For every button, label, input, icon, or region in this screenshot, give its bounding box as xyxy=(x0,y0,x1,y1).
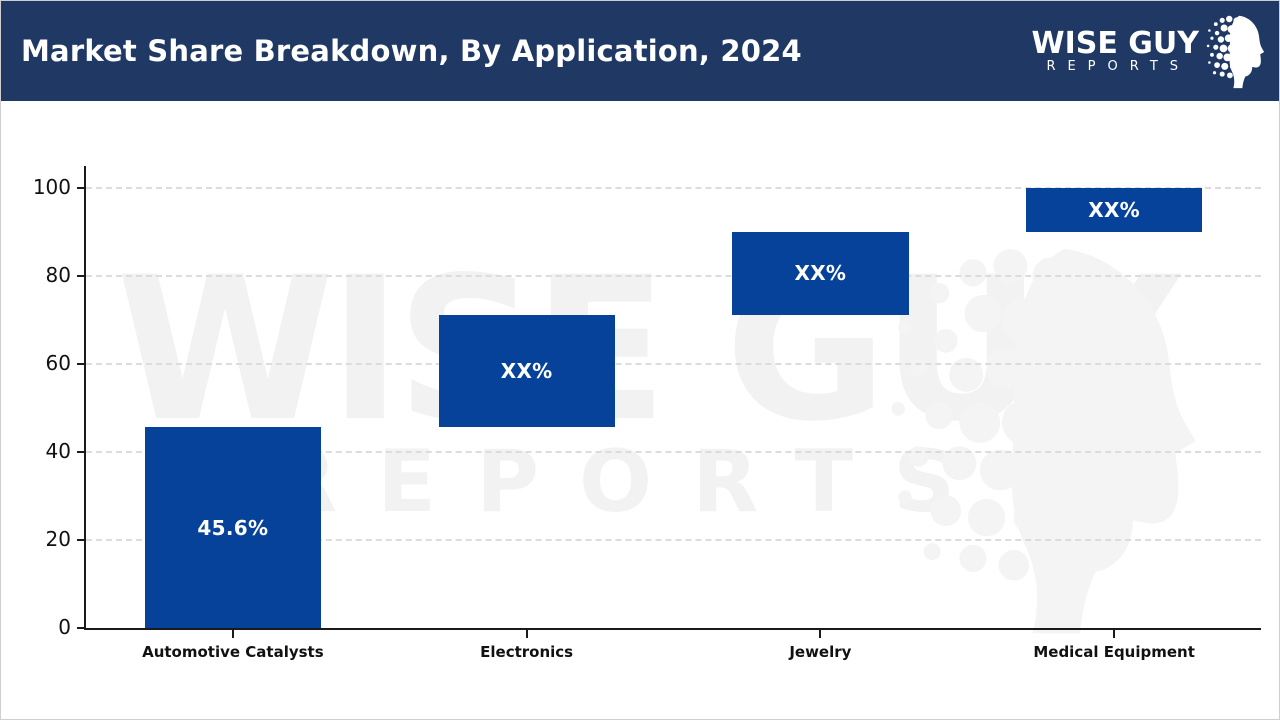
x-axis-tick-jewelry xyxy=(819,630,822,638)
y-tick-label-80: 80 xyxy=(45,263,71,287)
watermark-subtitle: REPORTS xyxy=(271,432,996,532)
y-axis-tick-0 xyxy=(77,627,85,629)
x-category-label-electronics: Electronics xyxy=(480,643,574,661)
bar-value-label-electronics: XX% xyxy=(500,359,553,384)
y-axis-tick-60 xyxy=(77,363,85,365)
bar-medical-equipment: XX% xyxy=(1026,188,1203,232)
x-category-label-medical-equipment: Medical Equipment xyxy=(1033,643,1195,661)
x-category-label-jewelry: Jewelry xyxy=(789,643,852,661)
x-axis-tick-automotive-catalysts xyxy=(231,630,234,638)
logo-subtitle: REPORTS xyxy=(1046,58,1191,74)
gridline-20 xyxy=(86,539,1261,541)
bar-electronics: XX% xyxy=(438,314,615,428)
y-tick-label-100: 100 xyxy=(32,175,71,199)
y-axis-tick-100 xyxy=(77,187,85,189)
y-tick-label-0: 0 xyxy=(58,615,71,639)
y-tick-label-60: 60 xyxy=(45,351,71,375)
y-tick-label-40: 40 xyxy=(45,439,71,463)
page-title: Market Share Breakdown, By Application, … xyxy=(21,34,802,68)
gridline-60 xyxy=(86,363,1261,365)
bar-jewelry: XX% xyxy=(732,232,909,315)
gridline-100 xyxy=(86,187,1261,189)
y-axis-tick-20 xyxy=(77,539,85,541)
bar-value-label-jewelry: XX% xyxy=(794,261,847,286)
wiseguy-logo-text: WISE GUY REPORTS xyxy=(1031,28,1199,74)
x-axis-tick-medical-equipment xyxy=(1113,630,1116,638)
header-band: Market Share Breakdown, By Application, … xyxy=(1,1,1279,101)
gridline-80 xyxy=(86,275,1261,277)
wiseguy-head-icon xyxy=(1206,15,1265,89)
gridline-40 xyxy=(86,451,1261,453)
bar-value-label-medical-equipment: XX% xyxy=(1088,198,1141,222)
x-axis-line xyxy=(84,628,1261,630)
bar-automotive-catalysts: 45.6% xyxy=(144,427,321,628)
bar-value-label-automotive-catalysts: 45.6% xyxy=(197,515,269,540)
logo-wordmark: WISE GUY xyxy=(1031,26,1199,62)
y-axis-tick-40 xyxy=(77,451,85,453)
y-axis-line xyxy=(84,166,86,630)
y-axis-tick-80 xyxy=(77,275,85,277)
y-tick-label-20: 20 xyxy=(45,527,71,551)
wiseguy-logo: WISE GUY REPORTS xyxy=(1031,8,1267,94)
x-category-label-automotive-catalysts: Automotive Catalysts xyxy=(142,643,324,661)
x-axis-tick-electronics xyxy=(525,630,528,638)
